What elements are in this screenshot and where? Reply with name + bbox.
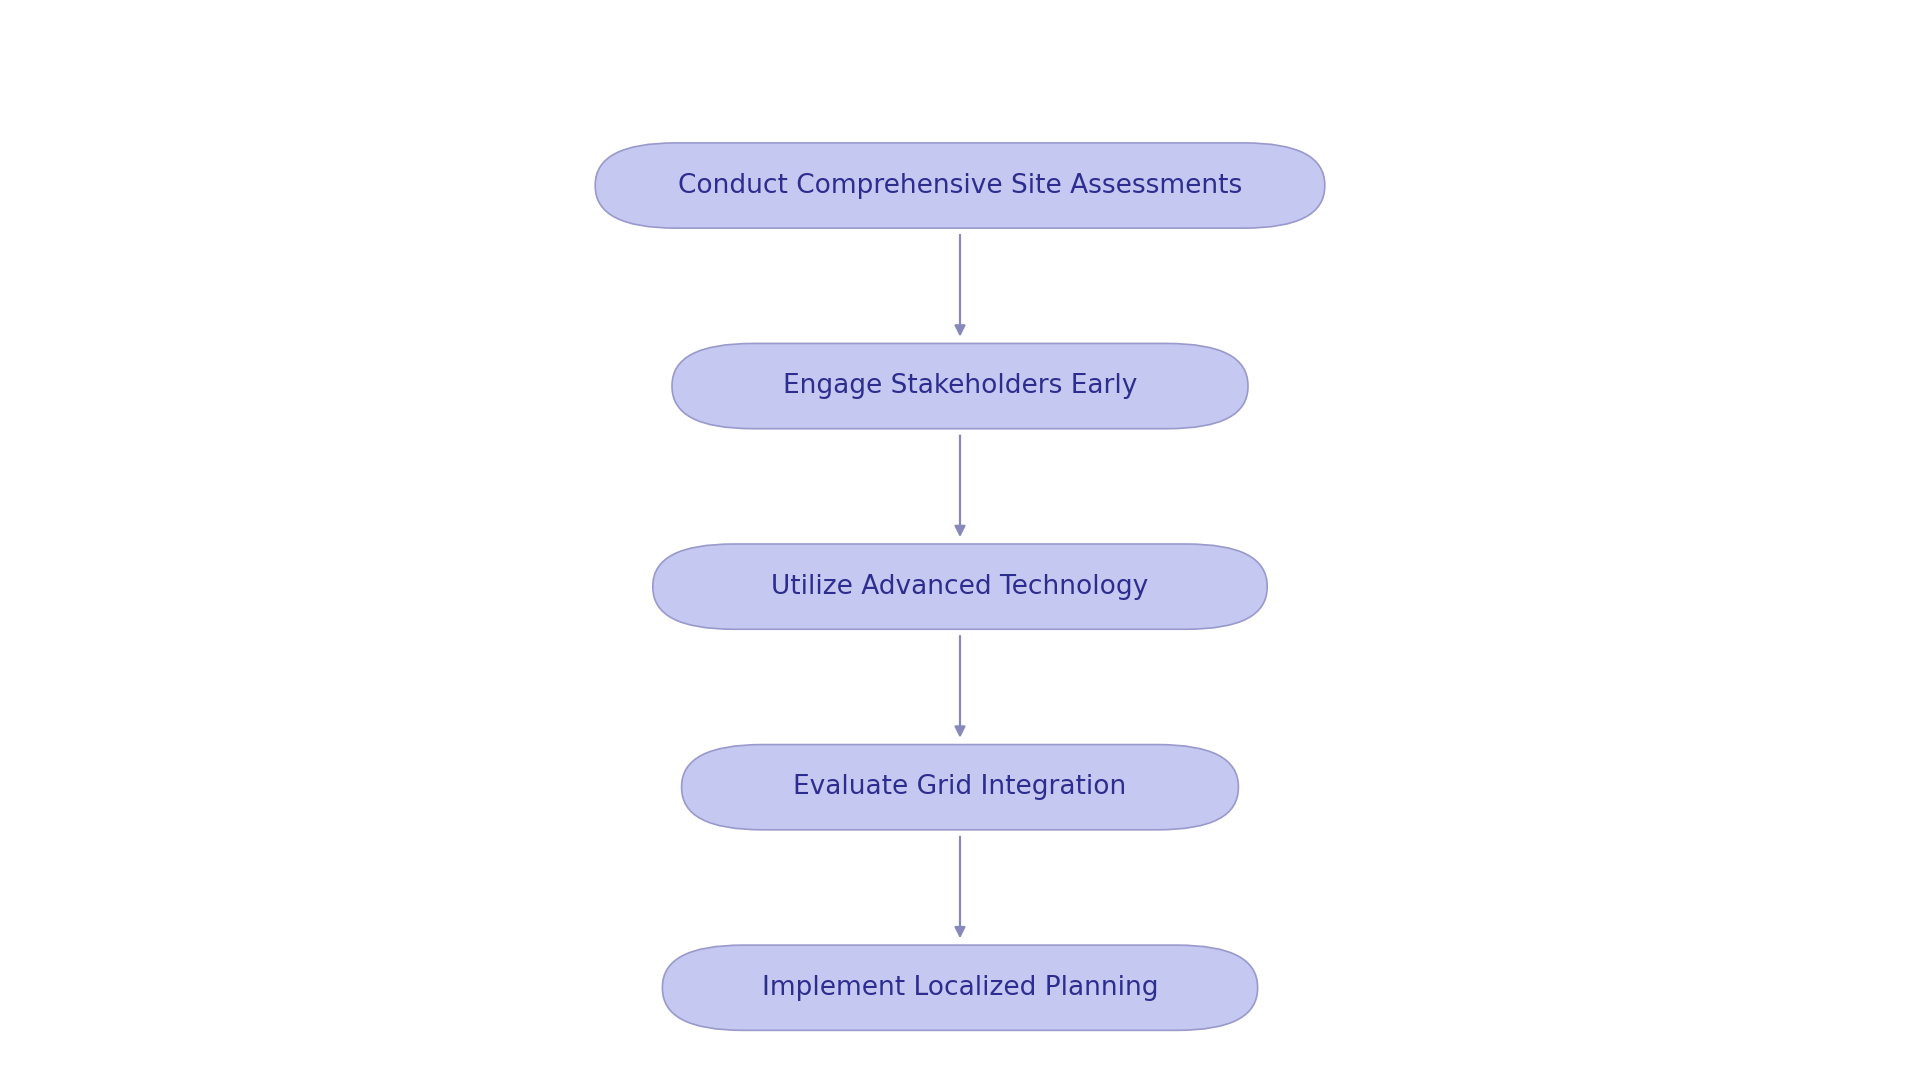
Text: Implement Localized Planning: Implement Localized Planning bbox=[762, 975, 1158, 1001]
FancyBboxPatch shape bbox=[653, 544, 1267, 629]
FancyBboxPatch shape bbox=[662, 945, 1258, 1030]
FancyBboxPatch shape bbox=[595, 143, 1325, 229]
Text: Utilize Advanced Technology: Utilize Advanced Technology bbox=[772, 574, 1148, 600]
FancyBboxPatch shape bbox=[672, 343, 1248, 429]
Text: Engage Stakeholders Early: Engage Stakeholders Early bbox=[783, 373, 1137, 399]
Text: Conduct Comprehensive Site Assessments: Conduct Comprehensive Site Assessments bbox=[678, 172, 1242, 198]
Text: Evaluate Grid Integration: Evaluate Grid Integration bbox=[793, 774, 1127, 800]
FancyBboxPatch shape bbox=[682, 745, 1238, 830]
